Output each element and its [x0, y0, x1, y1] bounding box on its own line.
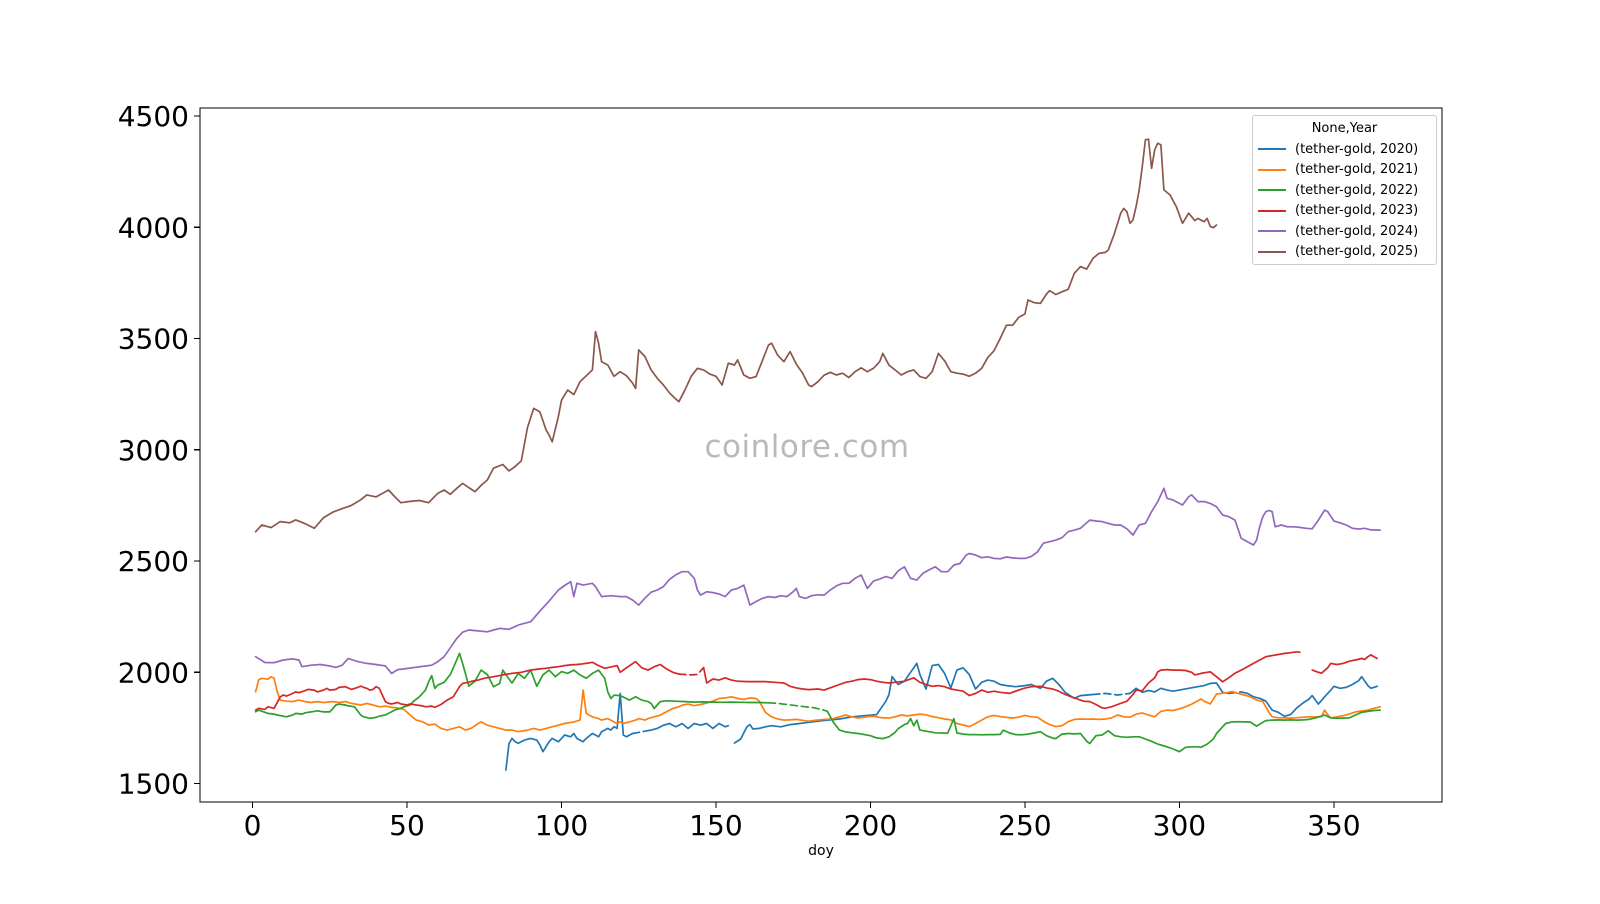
y-tick-label: 4000	[118, 211, 189, 244]
legend-entry: (tether-gold, 2020)	[1253, 139, 1436, 160]
x-tick-label: 50	[389, 809, 425, 842]
y-tick-label: 3000	[118, 434, 189, 467]
legend-swatch	[1258, 230, 1286, 233]
x-axis-label: doy	[808, 843, 834, 859]
plot-border	[199, 107, 1443, 803]
legend-entry: (tether-gold, 2025)	[1253, 242, 1436, 263]
legend-swatch	[1258, 168, 1286, 171]
legend-entry: (tether-gold, 2023)	[1253, 201, 1436, 222]
legend-entry: (tether-gold, 2022)	[1253, 180, 1436, 201]
series-line-2022	[826, 709, 1382, 753]
x-tick-label: 350	[1307, 809, 1360, 842]
series-line-2023	[254, 660, 680, 711]
series-line-2020	[650, 722, 730, 731]
series-line-2020	[1092, 692, 1131, 696]
series-line-2020	[1246, 675, 1378, 718]
series-line-2020	[631, 729, 652, 735]
y-tick-label: 4500	[118, 100, 189, 133]
legend-swatch	[1258, 250, 1286, 253]
series-line-2024	[254, 487, 1382, 675]
series-line-2025	[254, 138, 1218, 533]
series-line-2020	[505, 692, 634, 771]
series-line-2022	[254, 652, 770, 720]
watermark: coinlore.com	[704, 429, 910, 465]
y-tick-label: 2000	[118, 656, 189, 689]
y-tick-label: 2500	[118, 545, 189, 578]
legend-entry: (tether-gold, 2021)	[1253, 160, 1436, 181]
series-line-2023	[1311, 654, 1378, 675]
legend-entry-label: (tether-gold, 2020)	[1295, 141, 1419, 157]
x-tick-label: 250	[998, 809, 1051, 842]
series-line-2021	[254, 675, 1382, 733]
legend-swatch	[1258, 209, 1286, 212]
legend-swatch	[1258, 189, 1286, 192]
series-line-2020	[1227, 691, 1249, 695]
legend-entries: (tether-gold, 2020) (tether-gold, 2021) (t…	[1253, 139, 1436, 262]
x-tick-label: 100	[535, 809, 588, 842]
legend-entry-label: (tether-gold, 2025)	[1295, 244, 1419, 260]
series-line-2020	[1129, 682, 1230, 695]
series-line-2020	[733, 662, 1094, 744]
series-line-2022	[767, 701, 829, 713]
legend-swatch	[1258, 148, 1286, 151]
legend-entry-label: (tether-gold, 2021)	[1295, 162, 1419, 178]
series-line-2023	[702, 650, 1301, 710]
y-tick-label: 3500	[118, 323, 189, 356]
x-tick-label: 0	[244, 809, 262, 842]
legend-entry-label: (tether-gold, 2023)	[1295, 203, 1419, 219]
x-tick-label: 300	[1153, 809, 1206, 842]
series-line-2023	[678, 666, 705, 676]
x-tick-label: 200	[844, 809, 897, 842]
legend-entry: (tether-gold, 2024)	[1253, 221, 1436, 242]
x-tick-label: 150	[689, 809, 742, 842]
legend-entry-label: (tether-gold, 2024)	[1295, 223, 1419, 239]
legend: None,Year (tether-gold, 2020) (tether-gol…	[1252, 115, 1437, 265]
legend-entry-label: (tether-gold, 2022)	[1295, 182, 1419, 198]
legend-title: None,Year	[1311, 121, 1378, 136]
y-tick-label: 1500	[118, 768, 189, 801]
